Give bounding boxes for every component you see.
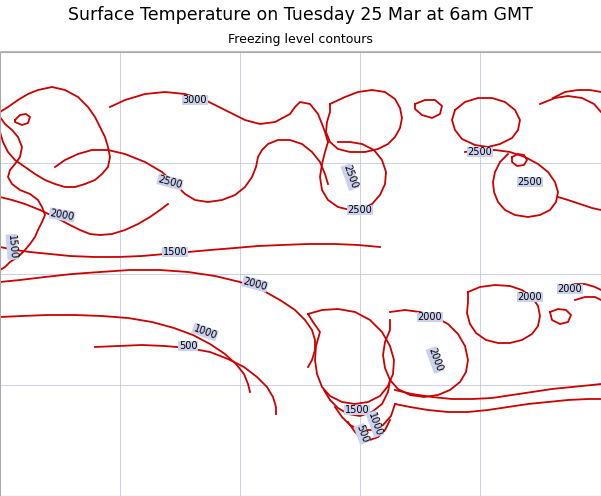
Text: 1500: 1500 [163,247,188,257]
Text: Surface Temperature on Tuesday 25 Mar at 6am GMT: Surface Temperature on Tuesday 25 Mar at… [68,5,533,23]
Text: 2000: 2000 [426,347,444,373]
Text: 500: 500 [354,424,370,444]
Text: 2500: 2500 [341,164,359,190]
Text: 1000: 1000 [366,411,384,437]
Text: 2000: 2000 [418,312,442,322]
Text: 2000: 2000 [49,208,75,222]
Text: 2500: 2500 [157,174,183,190]
Text: 2500: 2500 [517,177,542,187]
Text: 1500: 1500 [345,405,369,415]
Text: 2500: 2500 [468,147,492,157]
Text: Freezing level contours: Freezing level contours [228,33,373,46]
Text: 500: 500 [178,341,197,351]
Text: 2000: 2000 [558,284,582,294]
Text: 1500: 1500 [6,234,18,260]
Text: 1000: 1000 [192,323,218,341]
Text: 2000: 2000 [242,276,268,292]
Text: 3000: 3000 [183,95,207,105]
Text: 2000: 2000 [517,292,542,302]
Text: 2500: 2500 [347,205,373,215]
